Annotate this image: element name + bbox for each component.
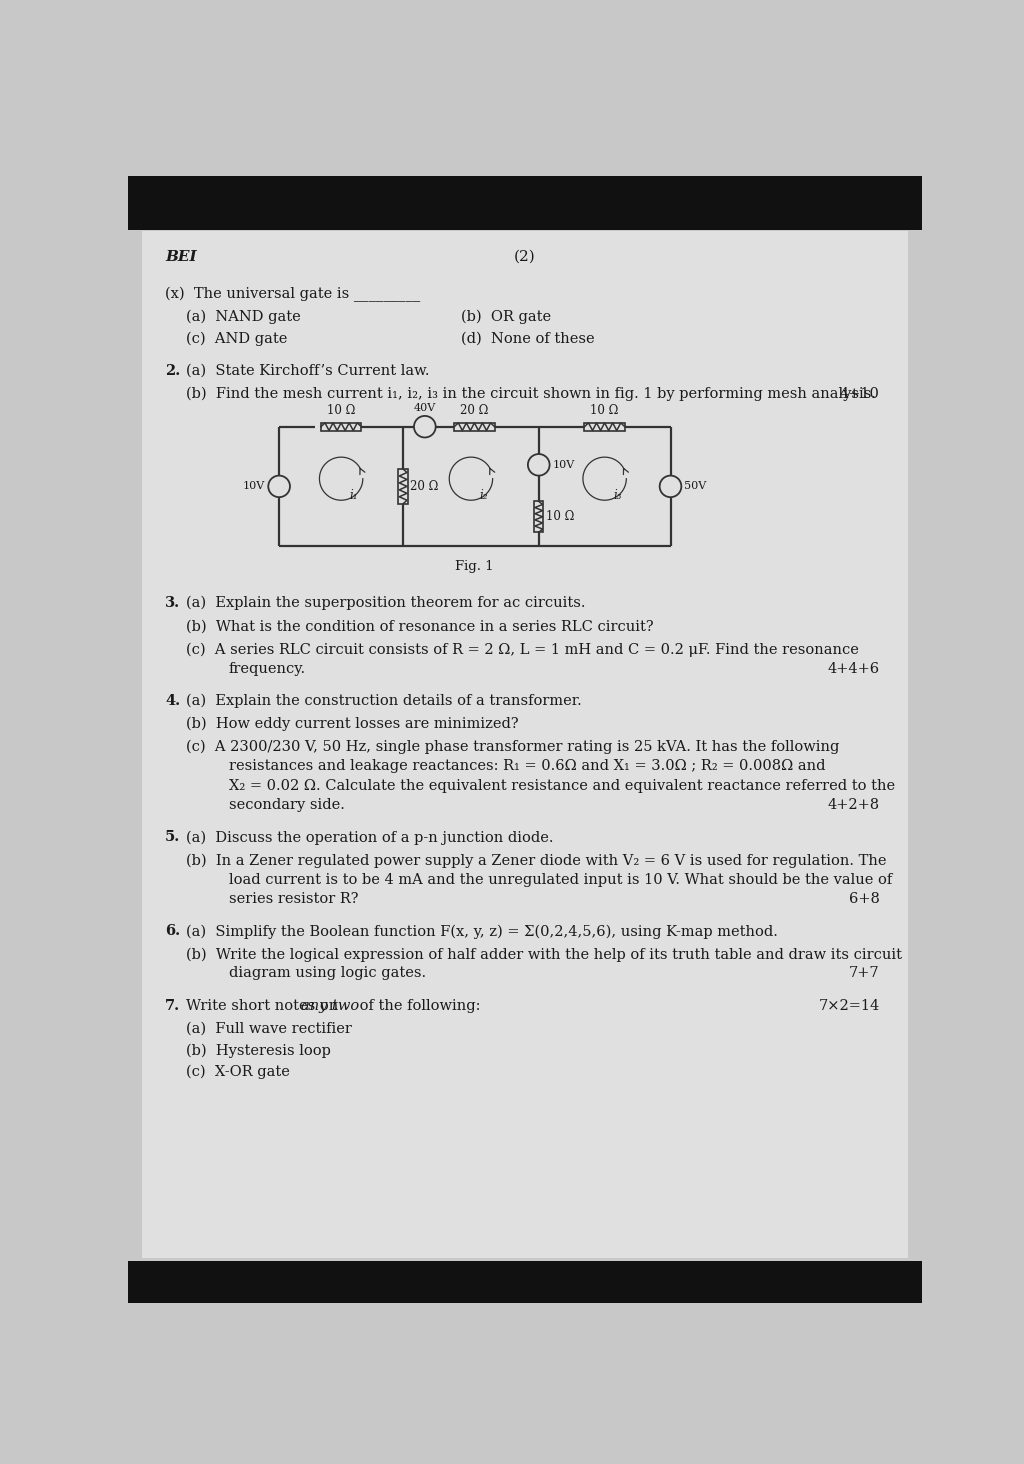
Text: X₂ = 0.02 Ω. Calculate the equivalent resistance and equivalent reactance referr: X₂ = 0.02 Ω. Calculate the equivalent re… xyxy=(228,779,895,792)
Text: 4+4+6: 4+4+6 xyxy=(827,662,880,675)
Text: i₂: i₂ xyxy=(479,489,488,502)
Text: Write short notes on: Write short notes on xyxy=(186,998,343,1013)
Text: Fig. 1: Fig. 1 xyxy=(455,559,494,572)
Text: (b)  Find the mesh current i₁, i₂, i₃ in the circuit shown in fig. 1 by performi: (b) Find the mesh current i₁, i₂, i₃ in … xyxy=(186,386,877,401)
Text: (b)  What is the condition of resonance in a series RLC circuit?: (b) What is the condition of resonance i… xyxy=(186,619,653,634)
Text: 6.: 6. xyxy=(165,924,180,938)
Text: 7.: 7. xyxy=(165,998,180,1013)
Bar xyxy=(585,423,625,430)
Text: 10V: 10V xyxy=(243,482,265,492)
Text: 5.: 5. xyxy=(165,830,180,845)
Text: (a)  Discuss the operation of a p-n junction diode.: (a) Discuss the operation of a p-n junct… xyxy=(186,830,554,845)
Text: diagram using logic gates.: diagram using logic gates. xyxy=(228,966,426,981)
Text: (b)  How eddy current losses are minimized?: (b) How eddy current losses are minimize… xyxy=(186,717,519,732)
Text: 20 Ω: 20 Ω xyxy=(410,480,438,493)
Text: (a)  State Kirchoff’s Current law.: (a) State Kirchoff’s Current law. xyxy=(186,363,430,378)
Text: 7+7: 7+7 xyxy=(849,966,880,981)
Text: 4.: 4. xyxy=(165,694,180,709)
Text: i₃: i₃ xyxy=(613,489,622,502)
Bar xyxy=(455,423,495,430)
Text: (x)  The universal gate is _________: (x) The universal gate is _________ xyxy=(165,287,421,302)
Text: (c)  A 2300/230 V, 50 Hz, single phase transformer rating is 25 kVA. It has the : (c) A 2300/230 V, 50 Hz, single phase tr… xyxy=(186,741,840,754)
Text: 3.: 3. xyxy=(165,596,180,610)
Text: 20 Ω: 20 Ω xyxy=(460,404,488,417)
Text: (c)  A series RLC circuit consists of R = 2 Ω, L = 1 mH and C = 0.2 μF. Find the: (c) A series RLC circuit consists of R =… xyxy=(186,643,859,657)
Text: 4+2+8: 4+2+8 xyxy=(827,798,880,813)
Text: (c)  AND gate: (c) AND gate xyxy=(186,331,288,346)
Text: (a)  NAND gate: (a) NAND gate xyxy=(186,310,301,324)
Text: (b)  OR gate: (b) OR gate xyxy=(461,310,551,324)
Text: 10 Ω: 10 Ω xyxy=(327,404,355,417)
Text: (a)  Simplify the Boolean function F(x, y, z) = Σ(0,2,4,5,6), using K-map method: (a) Simplify the Boolean function F(x, y… xyxy=(186,924,778,938)
Text: (b)  Hysteresis loop: (b) Hysteresis loop xyxy=(186,1044,331,1058)
Text: (a)  Explain the superposition theorem for ac circuits.: (a) Explain the superposition theorem fo… xyxy=(186,596,586,610)
Bar xyxy=(398,468,408,504)
Circle shape xyxy=(414,416,435,438)
Text: (c)  X-OR gate: (c) X-OR gate xyxy=(186,1064,290,1079)
Text: frequency.: frequency. xyxy=(228,662,306,675)
Text: 50V: 50V xyxy=(684,482,707,492)
Circle shape xyxy=(268,476,290,498)
Text: of the following:: of the following: xyxy=(355,998,480,1013)
Text: i₁: i₁ xyxy=(350,489,358,502)
Bar xyxy=(128,1261,922,1303)
Text: 10 Ω: 10 Ω xyxy=(546,511,574,523)
Text: secondary side.: secondary side. xyxy=(228,798,345,813)
Bar xyxy=(535,501,544,533)
Text: 4+10: 4+10 xyxy=(840,386,880,401)
Text: BEI: BEI xyxy=(165,249,197,264)
Text: 10V: 10V xyxy=(553,460,574,470)
Text: 2.: 2. xyxy=(165,363,180,378)
Circle shape xyxy=(528,454,550,476)
Text: 40V: 40V xyxy=(414,403,436,413)
Text: resistances and leakage reactances: R₁ = 0.6Ω and X₁ = 3.0Ω ; R₂ = 0.008Ω and: resistances and leakage reactances: R₁ =… xyxy=(228,760,825,773)
Text: (b)  In a Zener regulated power supply a Zener diode with V₂ = 6 V is used for r: (b) In a Zener regulated power supply a … xyxy=(186,854,887,868)
Text: series resistor R?: series resistor R? xyxy=(228,892,358,906)
Bar xyxy=(321,423,361,430)
Text: load current is to be 4 mA and the unregulated input is 10 V. What should be the: load current is to be 4 mA and the unreg… xyxy=(228,873,892,887)
Text: (2): (2) xyxy=(514,249,536,264)
Text: (b)  Write the logical expression of half adder with the help of its truth table: (b) Write the logical expression of half… xyxy=(186,947,902,962)
Text: 7×2=14: 7×2=14 xyxy=(818,998,880,1013)
Bar xyxy=(128,176,922,230)
Text: (a)  Explain the construction details of a transformer.: (a) Explain the construction details of … xyxy=(186,694,582,709)
Circle shape xyxy=(659,476,681,498)
Text: (d)  None of these: (d) None of these xyxy=(461,331,595,346)
Text: (a)  Full wave rectifier: (a) Full wave rectifier xyxy=(186,1022,352,1037)
Text: 10 Ω: 10 Ω xyxy=(591,404,618,417)
Text: any two: any two xyxy=(301,998,359,1013)
Text: 6+8: 6+8 xyxy=(849,892,880,906)
